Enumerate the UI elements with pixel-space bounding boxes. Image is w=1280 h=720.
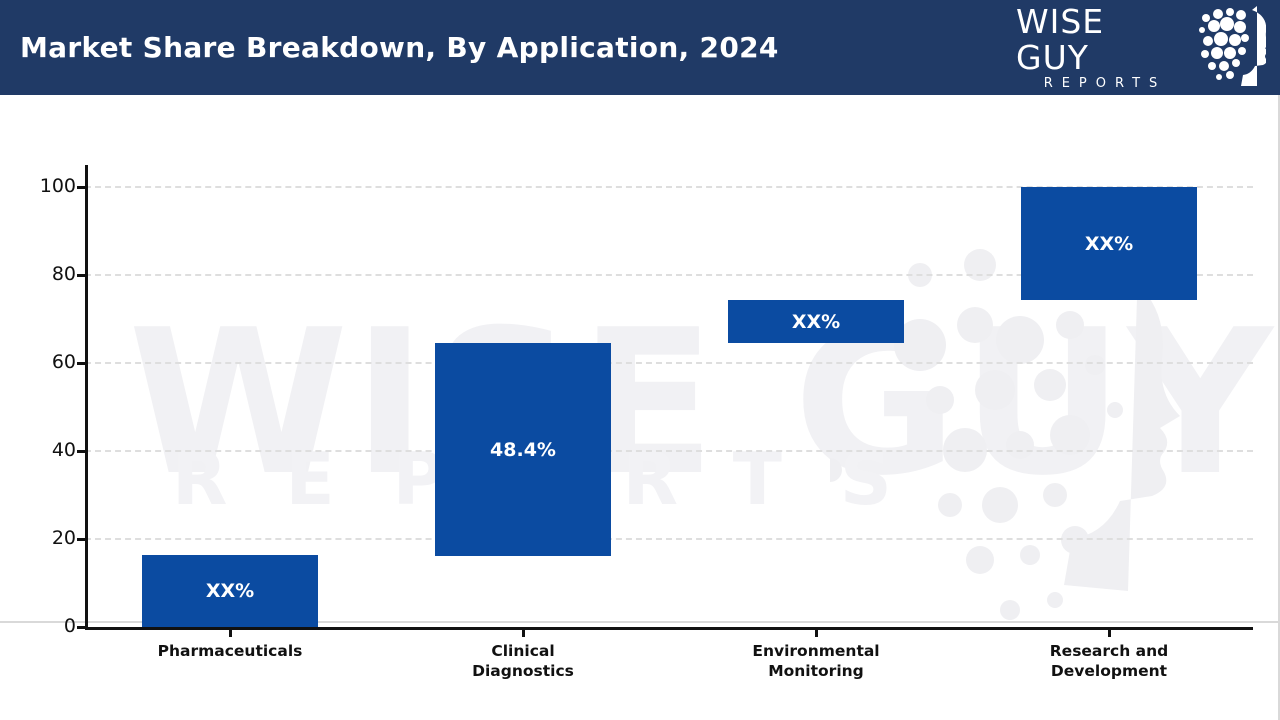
x-category-label-environmental-monitoring: Environmental Monitoring: [706, 641, 926, 681]
bar-value-label-environmental-monitoring: XX%: [791, 310, 841, 333]
header-band: Market Share Breakdown, By Application, …: [0, 0, 1280, 95]
x-category-label-line: Development: [1050, 662, 1168, 680]
y-tick-mark-80: [77, 274, 85, 277]
page-title: Market Share Breakdown, By Application, …: [20, 31, 779, 64]
x-tick-mark-pharmaceuticals: [229, 629, 232, 637]
y-tick-label-0: 0: [63, 615, 76, 637]
x-tick-mark-clinical-diagnostics: [522, 629, 525, 637]
y-tick-mark-20: [77, 538, 85, 541]
bar-environmental-monitoring: [728, 300, 904, 344]
brand-name: WISE GUY: [1016, 2, 1105, 77]
gridline-80: [85, 274, 1253, 276]
brand-subname: REPORTS: [1043, 76, 1167, 91]
x-category-label-pharmaceuticals: Pharmaceuticals: [120, 641, 340, 661]
x-tick-mark-research-and-development: [1108, 629, 1111, 637]
gridline-40: [85, 450, 1253, 452]
gridline-100: [85, 186, 1253, 188]
watermark-dotted-head-icon: [818, 205, 1210, 689]
x-category-label-line: Monitoring: [768, 662, 864, 680]
y-tick-label-60: 60: [51, 351, 76, 373]
figure-bottom-edge-line: [0, 621, 1280, 623]
y-tick-mark-0: [77, 626, 85, 629]
bar-value-label-clinical-diagnostics: 48.4%: [490, 438, 556, 461]
x-tick-mark-environmental-monitoring: [815, 629, 818, 637]
y-tick-mark-60: [77, 362, 85, 365]
chart-area: WISE GUY REPORTS 020406080100XX%Pharmace…: [0, 95, 1280, 720]
y-tick-label-40: 40: [51, 439, 76, 461]
y-tick-label-100: 100: [39, 175, 76, 197]
y-tick-label-20: 20: [51, 527, 76, 549]
x-axis-line: [85, 627, 1253, 630]
bar-clinical-diagnostics: [435, 343, 611, 557]
x-category-label-research-and-development: Research and Development: [999, 641, 1219, 681]
x-category-label-line: Pharmaceuticals: [157, 642, 303, 660]
x-category-label-line: Clinical: [491, 642, 555, 660]
bar-value-label-research-and-development: XX%: [1084, 232, 1134, 255]
figure-right-edge-line: [1278, 95, 1280, 720]
x-category-label-line: Diagnostics: [472, 662, 574, 680]
bar-research-and-development: [1021, 187, 1197, 301]
x-category-label-line: Research and: [1049, 642, 1169, 660]
x-category-label-clinical-diagnostics: Clinical Diagnostics: [413, 641, 633, 681]
dotted-head-icon: [1192, 6, 1270, 90]
x-category-label-line: Environmental: [752, 642, 880, 660]
brand-logo: WISE GUY REPORTS: [1016, 4, 1270, 91]
y-axis-line: [85, 165, 88, 629]
y-tick-mark-40: [77, 450, 85, 453]
y-tick-mark-100: [77, 186, 85, 189]
bar-value-label-pharmaceuticals: XX%: [205, 580, 255, 603]
gridline-20: [85, 538, 1253, 540]
gridline-60: [85, 362, 1253, 364]
brand-logo-text: WISE GUY REPORTS: [1016, 4, 1188, 92]
y-tick-label-80: 80: [51, 263, 76, 285]
bar-pharmaceuticals: [142, 555, 318, 627]
